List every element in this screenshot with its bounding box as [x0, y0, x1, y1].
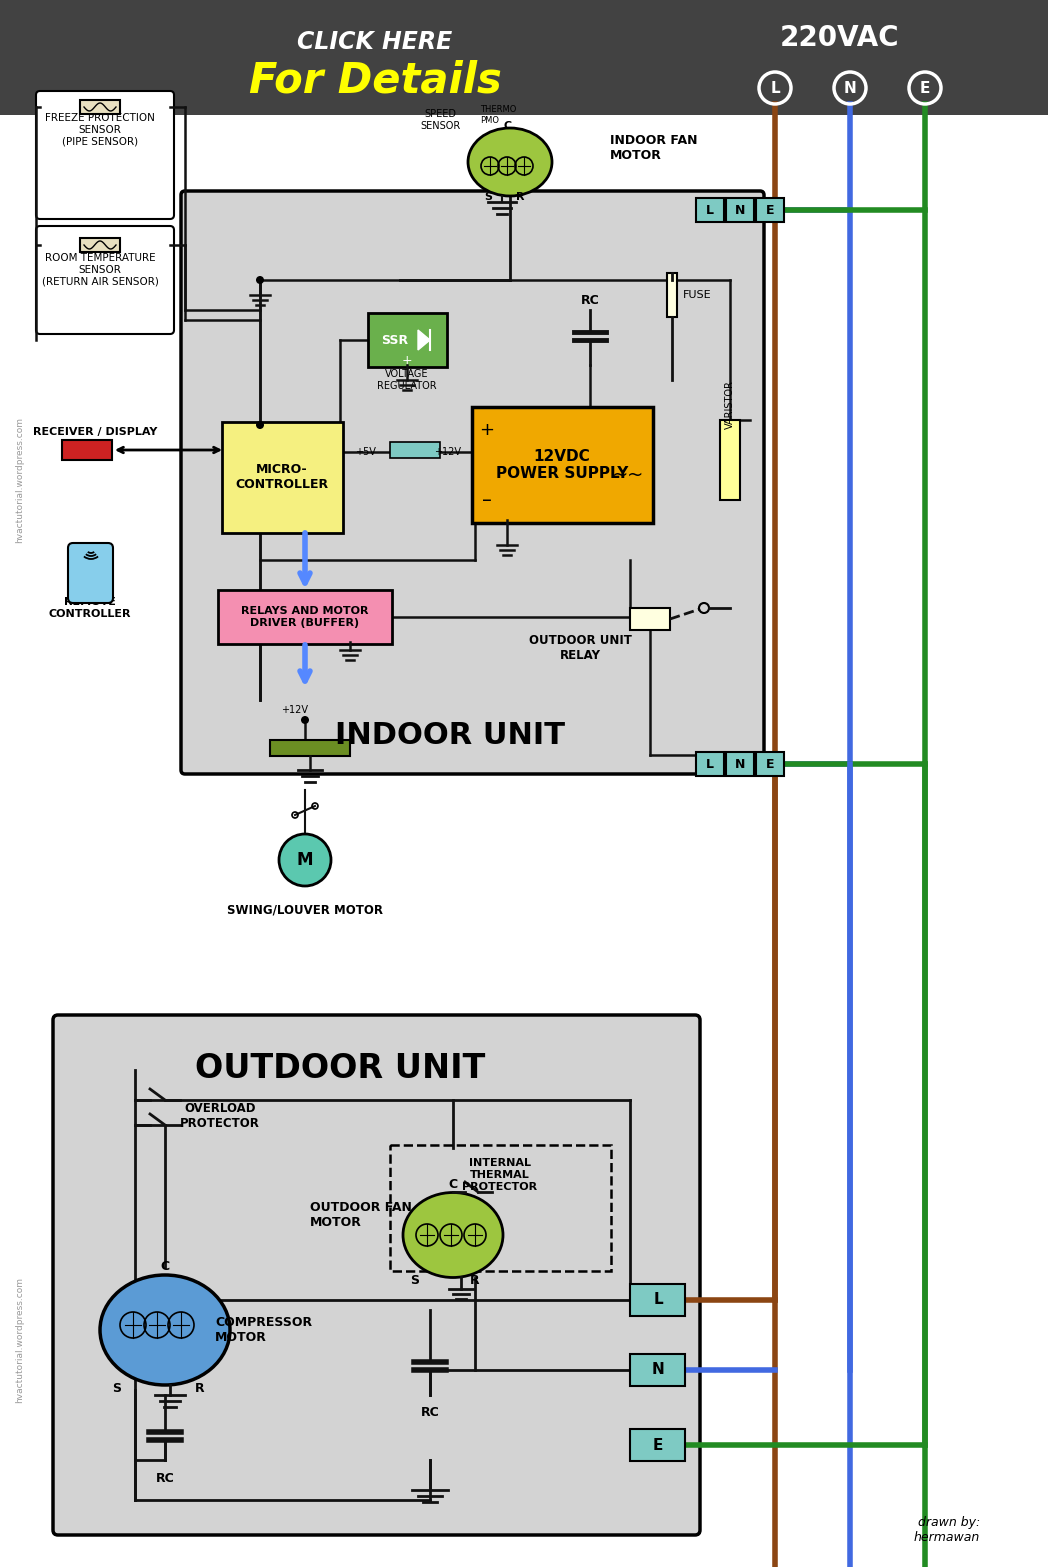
- FancyBboxPatch shape: [726, 752, 754, 776]
- Text: +: +: [480, 422, 495, 439]
- FancyBboxPatch shape: [181, 191, 764, 774]
- Text: N: N: [652, 1362, 664, 1377]
- FancyBboxPatch shape: [630, 1283, 685, 1316]
- Bar: [667, 273, 677, 317]
- Text: E: E: [920, 80, 931, 96]
- Text: C: C: [449, 1178, 458, 1191]
- Text: L: L: [706, 204, 714, 216]
- FancyBboxPatch shape: [68, 544, 113, 603]
- FancyBboxPatch shape: [726, 197, 754, 223]
- Ellipse shape: [468, 128, 552, 196]
- FancyBboxPatch shape: [36, 226, 174, 334]
- FancyBboxPatch shape: [36, 91, 174, 219]
- Text: +12V: +12V: [282, 705, 308, 715]
- FancyBboxPatch shape: [696, 752, 724, 776]
- FancyBboxPatch shape: [756, 752, 784, 776]
- Text: VARISTOR: VARISTOR: [725, 381, 735, 429]
- Text: RELAYS AND MOTOR
DRIVER (BUFFER): RELAYS AND MOTOR DRIVER (BUFFER): [241, 606, 369, 628]
- Text: OUTDOOR UNIT: OUTDOOR UNIT: [195, 1051, 485, 1084]
- Text: E: E: [653, 1437, 663, 1453]
- Text: E: E: [766, 757, 774, 771]
- Circle shape: [301, 716, 309, 724]
- Text: S: S: [484, 193, 492, 202]
- Text: C: C: [160, 1260, 170, 1274]
- Text: OUTDOOR FAN
MOTOR: OUTDOOR FAN MOTOR: [310, 1200, 412, 1229]
- FancyBboxPatch shape: [222, 422, 343, 533]
- FancyBboxPatch shape: [53, 1015, 700, 1536]
- Text: hvactutorial.wordpress.com: hvactutorial.wordpress.com: [16, 417, 24, 544]
- Polygon shape: [418, 331, 430, 349]
- Text: CLICK HERE: CLICK HERE: [298, 30, 453, 53]
- Text: VOLTAGE
REGULATOR: VOLTAGE REGULATOR: [377, 370, 437, 390]
- Text: 220VAC: 220VAC: [780, 24, 900, 52]
- Circle shape: [256, 276, 264, 284]
- Text: –: –: [482, 490, 492, 509]
- Text: For Details: For Details: [248, 60, 501, 100]
- Ellipse shape: [403, 1192, 503, 1277]
- Text: +: +: [401, 354, 412, 367]
- Text: C: C: [504, 121, 512, 132]
- Text: N: N: [844, 80, 856, 96]
- FancyBboxPatch shape: [696, 197, 724, 223]
- Text: COMPRESSOR
MOTOR: COMPRESSOR MOTOR: [215, 1316, 312, 1344]
- Text: FREEZE PROTECTION
SENSOR
(PIPE SENSOR): FREEZE PROTECTION SENSOR (PIPE SENSOR): [45, 113, 155, 147]
- Text: R: R: [471, 1274, 480, 1288]
- Text: L: L: [706, 757, 714, 771]
- Bar: [270, 740, 350, 755]
- Text: 12VDC
POWER SUPPLY: 12VDC POWER SUPPLY: [496, 448, 628, 481]
- Bar: [80, 100, 121, 114]
- Text: +12V: +12V: [435, 447, 461, 458]
- Text: N: N: [735, 204, 745, 216]
- Ellipse shape: [100, 1276, 230, 1385]
- Bar: [720, 420, 740, 500]
- FancyBboxPatch shape: [218, 591, 392, 644]
- Text: R: R: [516, 193, 524, 202]
- FancyBboxPatch shape: [472, 407, 653, 523]
- Text: THERMO
PMO: THERMO PMO: [480, 105, 517, 125]
- Bar: [390, 442, 440, 458]
- Text: INTERNAL
THERMAL
PROTECTOR: INTERNAL THERMAL PROTECTOR: [462, 1158, 538, 1191]
- Text: hvactutorial.wordpress.com: hvactutorial.wordpress.com: [16, 1277, 24, 1402]
- Text: ~: ~: [627, 465, 643, 484]
- FancyBboxPatch shape: [630, 1429, 685, 1460]
- Bar: [630, 608, 670, 630]
- FancyBboxPatch shape: [368, 313, 447, 367]
- Text: INDOOR UNIT: INDOOR UNIT: [335, 721, 565, 749]
- Text: L: L: [653, 1293, 662, 1307]
- Text: ROOM TEMPERATURE
SENSOR
(RETURN AIR SENSOR): ROOM TEMPERATURE SENSOR (RETURN AIR SENS…: [42, 254, 158, 287]
- Text: INDOOR FAN
MOTOR: INDOOR FAN MOTOR: [610, 135, 698, 161]
- Text: OUTDOOR UNIT
RELAY: OUTDOOR UNIT RELAY: [528, 635, 632, 661]
- Text: ~: ~: [612, 465, 628, 484]
- Text: RC: RC: [420, 1407, 439, 1420]
- Text: FUSE: FUSE: [682, 290, 712, 299]
- Text: RC: RC: [155, 1471, 174, 1484]
- Text: OVERLOAD
PROTECTOR: OVERLOAD PROTECTOR: [180, 1102, 260, 1130]
- Bar: [0, 0, 1048, 114]
- Text: S: S: [411, 1274, 419, 1288]
- Text: REMOTE
CONTROLLER: REMOTE CONTROLLER: [49, 597, 131, 619]
- Text: E: E: [766, 204, 774, 216]
- Text: +5V: +5V: [354, 447, 375, 458]
- Text: N: N: [735, 757, 745, 771]
- Text: R: R: [195, 1382, 204, 1395]
- Circle shape: [279, 834, 331, 885]
- Bar: [80, 238, 121, 252]
- Text: SPEED
SENSOR: SPEED SENSOR: [420, 110, 460, 130]
- Text: RC: RC: [581, 293, 599, 307]
- Text: MICRO-
CONTROLLER: MICRO- CONTROLLER: [236, 462, 329, 490]
- Text: M: M: [297, 851, 313, 870]
- Text: S: S: [112, 1382, 122, 1395]
- Text: SWING/LOUVER MOTOR: SWING/LOUVER MOTOR: [227, 904, 383, 917]
- FancyBboxPatch shape: [62, 440, 112, 461]
- Text: RECEIVER / DISPLAY: RECEIVER / DISPLAY: [32, 426, 157, 437]
- Circle shape: [256, 422, 264, 429]
- Text: SSR: SSR: [381, 334, 409, 346]
- Text: L: L: [770, 80, 780, 96]
- FancyBboxPatch shape: [756, 197, 784, 223]
- FancyBboxPatch shape: [630, 1354, 685, 1385]
- Text: drawn by:
hermawan: drawn by: hermawan: [914, 1515, 980, 1543]
